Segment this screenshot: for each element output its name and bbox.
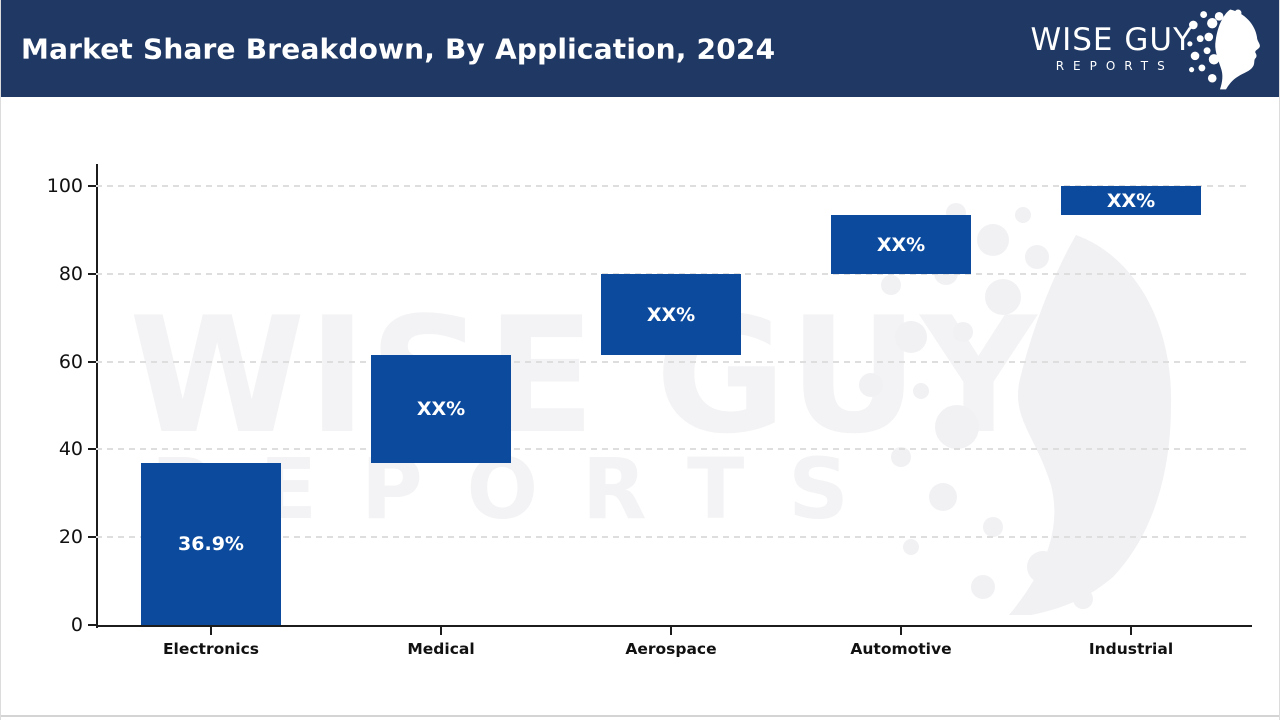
y-tick-40 (88, 448, 96, 451)
header-bar: Market Share Breakdown, By Application, … (1, 0, 1279, 97)
category-label-aerospace: Aerospace (625, 640, 717, 658)
y-tick-100 (88, 185, 96, 187)
bar-medical: XX% (371, 355, 511, 463)
x-axis-spine (96, 625, 1252, 627)
bar-automotive: XX% (831, 215, 971, 274)
x-tick-automotive (900, 627, 902, 635)
watermark-wordmark: WISE GUY (129, 282, 1039, 469)
y-tick-label-20: 20 (58, 526, 83, 549)
bar-value-label: XX% (646, 303, 696, 326)
chart-title: Market Share Breakdown, By Application, … (21, 32, 776, 65)
bar-value-label: XX% (876, 233, 926, 256)
category-label-automotive: Automotive (850, 640, 952, 658)
x-tick-aerospace (670, 627, 672, 635)
y-tick-label-0: 0 (70, 614, 83, 636)
y-axis-spine (96, 164, 98, 628)
bar-value-label: 36.9% (178, 532, 244, 555)
bar-value-label: XX% (416, 398, 466, 421)
x-tick-electronics (210, 627, 212, 635)
bar-electronics: 36.9% (141, 463, 281, 625)
bar-aerospace: XX% (601, 273, 741, 356)
logo-subtitle: REPORTS (1055, 58, 1174, 73)
y-tick-label-80: 80 (58, 262, 83, 285)
bottom-border (1, 715, 1279, 717)
bar-value-label: XX% (1106, 189, 1156, 212)
gridline-60 (96, 360, 1251, 363)
gridline-100 (96, 185, 1251, 187)
category-label-medical: Medical (407, 640, 475, 658)
y-tick-20 (88, 536, 96, 539)
x-tick-industrial (1130, 627, 1132, 635)
face-profile-icon (1187, 8, 1260, 89)
gridline-40 (96, 448, 1251, 451)
plot-area: 0 20 40 60 80 100 36.9% XX% XX% XX% XX% Electronics… (1, 97, 1279, 720)
y-tick-80 (88, 272, 96, 275)
category-label-electronics: Electronics (162, 640, 260, 658)
y-tick-60 (88, 360, 96, 363)
category-label-industrial: Industrial (1088, 640, 1174, 658)
gridline-20 (96, 536, 1251, 539)
y-tick-label-100: 100 (46, 175, 83, 197)
logo-text: WISE GUY REPORTS (1030, 24, 1193, 73)
y-tick-0 (88, 624, 96, 626)
wise-guy-logo: WISE GUY REPORTS (1030, 4, 1269, 93)
bar-industrial: XX% (1061, 186, 1201, 216)
y-tick-label-60: 60 (58, 350, 83, 373)
x-tick-medical (440, 627, 442, 635)
logo-wordmark: WISE GUY (1030, 22, 1193, 59)
y-tick-label-40: 40 (58, 438, 83, 461)
